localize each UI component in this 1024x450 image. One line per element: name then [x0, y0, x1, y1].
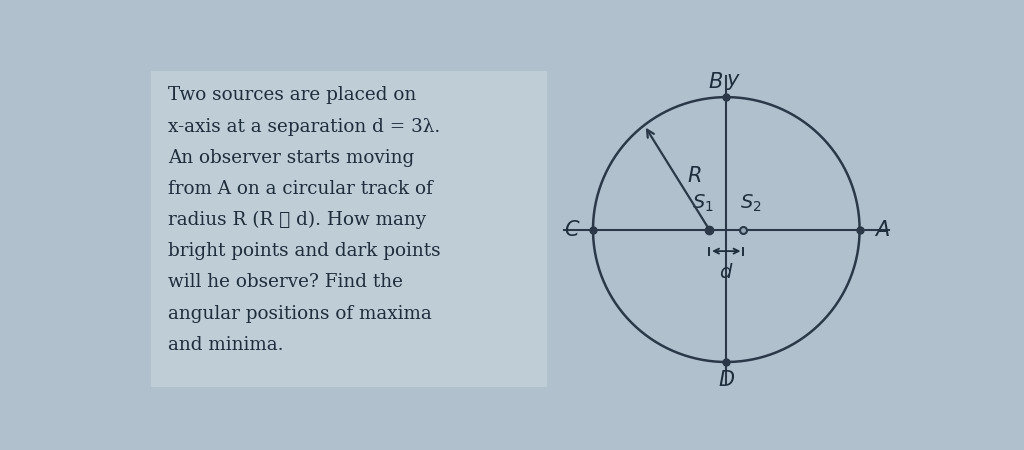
Text: will he observe? Find the: will he observe? Find the — [168, 274, 403, 292]
Text: Two sources are placed on: Two sources are placed on — [168, 86, 417, 104]
Text: and minima.: and minima. — [168, 336, 284, 354]
Text: $y$: $y$ — [726, 72, 741, 92]
Text: $D$: $D$ — [718, 370, 735, 390]
Text: $S_2$: $S_2$ — [740, 193, 762, 214]
Text: bright points and dark points: bright points and dark points — [168, 242, 441, 260]
Text: $S_1$: $S_1$ — [692, 193, 714, 214]
Text: An observer starts moving: An observer starts moving — [168, 148, 415, 166]
Text: x-axis at a separation d = 3λ.: x-axis at a separation d = 3λ. — [168, 117, 440, 135]
Text: angular positions of maxima: angular positions of maxima — [168, 305, 432, 323]
Text: $A$: $A$ — [873, 220, 890, 239]
Text: $B$: $B$ — [708, 72, 723, 92]
Text: from A on a circular track of: from A on a circular track of — [168, 180, 433, 198]
FancyBboxPatch shape — [152, 71, 547, 387]
Text: $R$: $R$ — [686, 166, 701, 186]
Text: radius R (R ≫ d). How many: radius R (R ≫ d). How many — [168, 211, 426, 230]
Text: $C$: $C$ — [564, 220, 581, 239]
Text: $d$: $d$ — [719, 263, 733, 283]
